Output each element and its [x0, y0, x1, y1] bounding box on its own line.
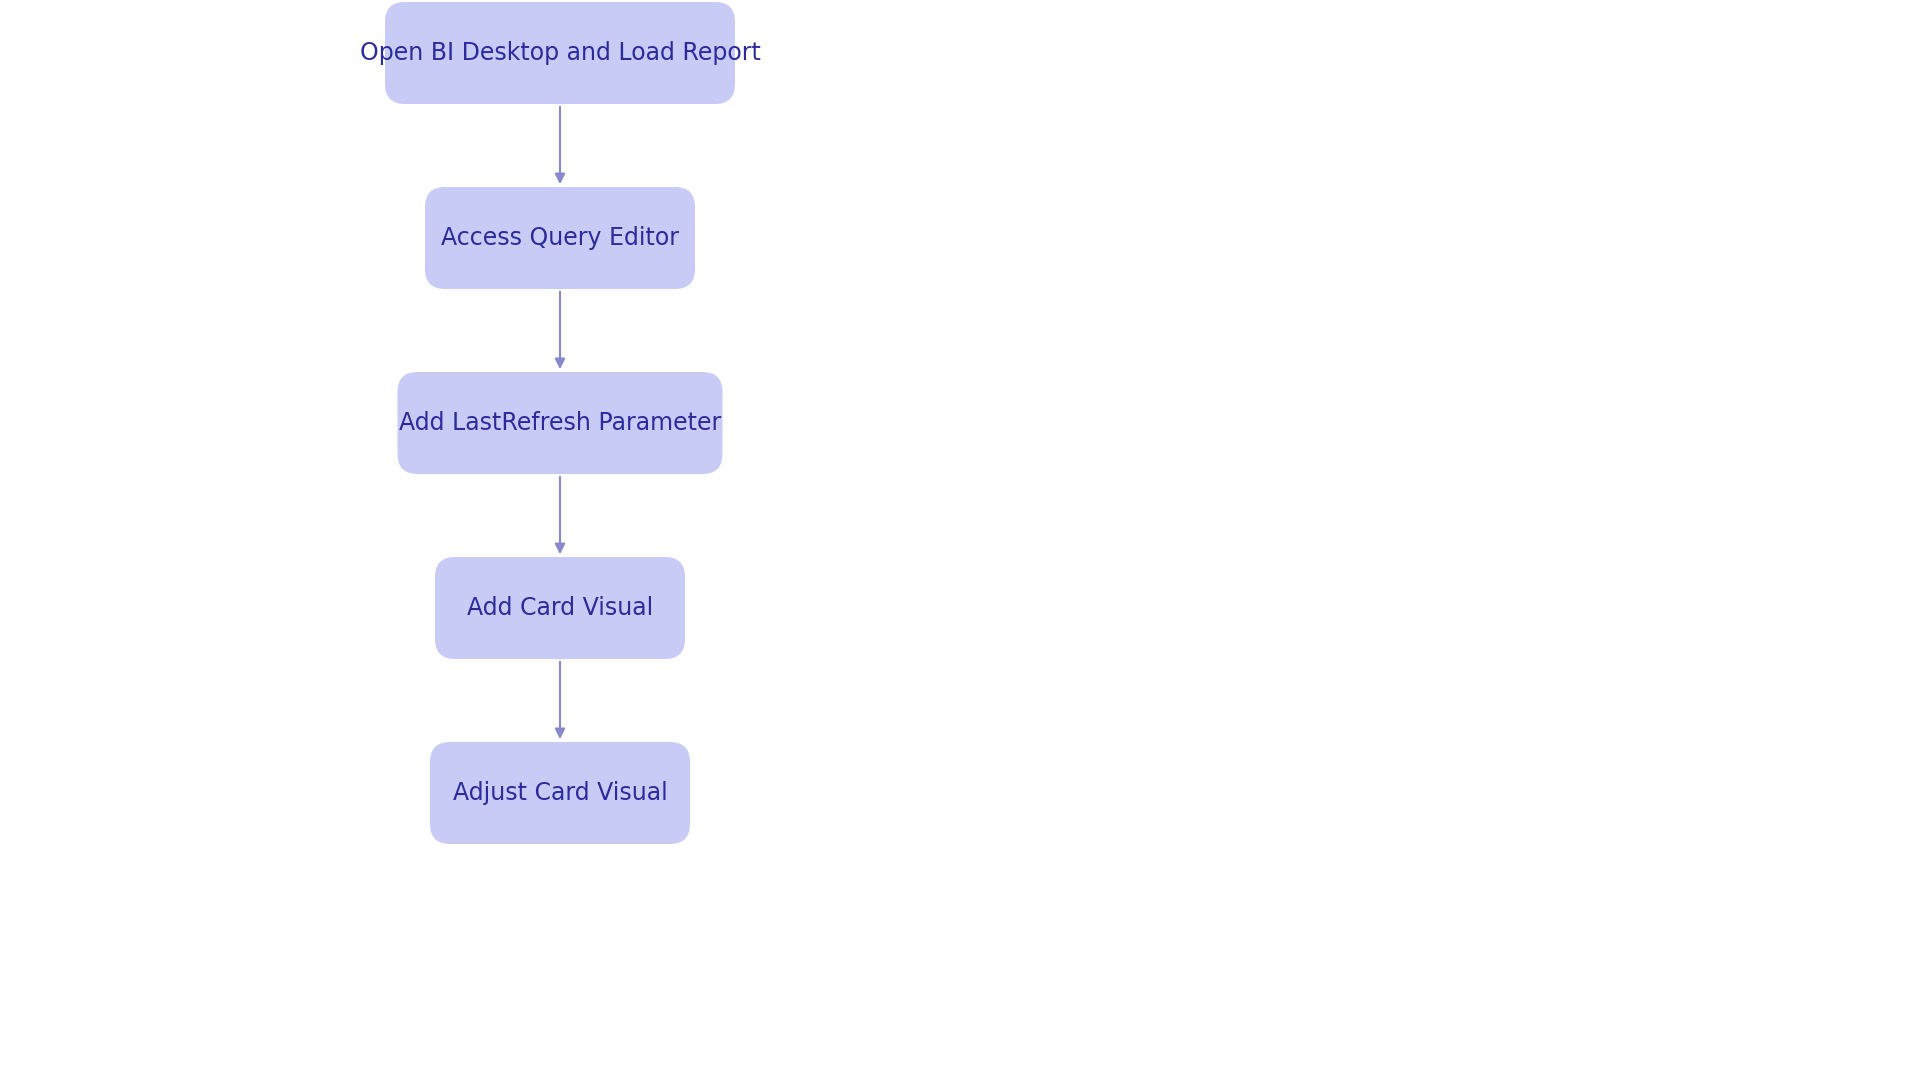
- FancyBboxPatch shape: [424, 187, 695, 289]
- Text: Add Card Visual: Add Card Visual: [467, 596, 653, 619]
- Text: Adjust Card Visual: Adjust Card Visual: [453, 781, 668, 805]
- Text: Access Query Editor: Access Query Editor: [442, 226, 680, 250]
- FancyBboxPatch shape: [397, 371, 722, 474]
- FancyBboxPatch shape: [430, 742, 689, 844]
- Text: Add LastRefresh Parameter: Add LastRefresh Parameter: [399, 412, 722, 435]
- FancyBboxPatch shape: [436, 557, 685, 658]
- Text: Open BI Desktop and Load Report: Open BI Desktop and Load Report: [359, 41, 760, 65]
- FancyBboxPatch shape: [386, 2, 735, 104]
